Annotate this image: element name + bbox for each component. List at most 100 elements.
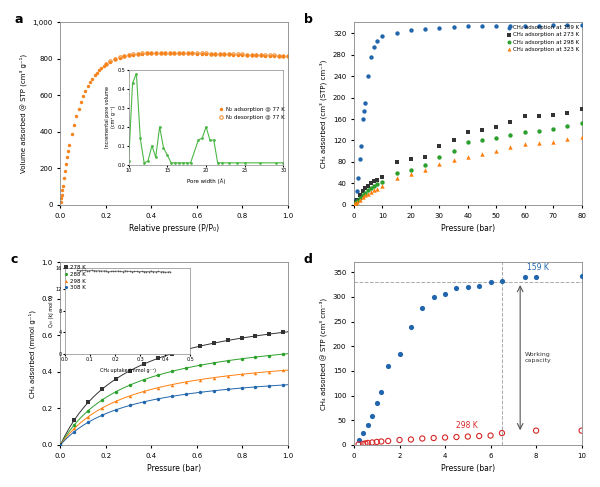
298 K — [154, 385, 161, 391]
CH₄ adsorption at 323 K — [406, 170, 416, 178]
278 K — [57, 442, 64, 448]
CH₄ adsorption at 323 K — [364, 190, 373, 198]
CH₄ adsorption at 323 K — [491, 148, 501, 155]
CH₄ adsorption at 273 K — [364, 182, 373, 189]
CH₄ adsorption at 323 K — [434, 160, 444, 168]
CH₄ adsorption at 298 K — [352, 197, 362, 205]
159 K — [440, 291, 450, 299]
CH₄ adsorption at 298 K — [361, 188, 370, 196]
159 K — [452, 284, 461, 292]
CH₄ adsorption at 159 K — [548, 21, 558, 29]
CH₄ adsorption at 298 K — [377, 178, 387, 186]
CH₄ adsorption at 323 K — [534, 139, 544, 147]
CH₄ adsorption at 273 K — [449, 136, 458, 144]
288 K — [168, 369, 175, 375]
X-axis label: Pressure (bar): Pressure (bar) — [147, 464, 201, 473]
308 K — [266, 383, 273, 389]
N₂ desorption @ 77 K — [257, 52, 264, 58]
CH₄ adsorption at 273 K — [361, 185, 370, 192]
298 K — [463, 432, 473, 440]
N₂ desorption @ 77 K — [139, 50, 146, 56]
159 K — [383, 362, 393, 370]
298 K — [452, 433, 461, 441]
CH₄ adsorption at 323 K — [563, 135, 572, 143]
CH₄ adsorption at 273 K — [477, 126, 487, 133]
298 K — [475, 432, 484, 440]
298 K — [406, 435, 416, 443]
308 K — [168, 393, 175, 399]
N₂ adsorption @ 77 K — [66, 142, 73, 148]
N₂ adsorption @ 77 K — [266, 53, 274, 58]
278 K — [210, 340, 217, 346]
Legend: CH₄ adsorption at 159 K, CH₄ adsorption at 273 K, CH₄ adsorption at 298 K, CH₄ a: CH₄ adsorption at 159 K, CH₄ adsorption … — [506, 25, 579, 52]
298 K — [395, 436, 404, 444]
278 K — [252, 333, 259, 339]
CH₄ adsorption at 298 K — [520, 129, 530, 136]
159 K — [395, 350, 404, 357]
298 K — [280, 368, 287, 374]
N₂ desorption @ 77 K — [244, 52, 251, 57]
Y-axis label: CH₄ adsorbed @ STP (cm³ cm⁻³): CH₄ adsorbed @ STP (cm³ cm⁻³) — [320, 298, 328, 410]
N₂ adsorption @ 77 K — [57, 199, 64, 205]
159 K — [475, 281, 484, 289]
Legend: 278 K, 288 K, 298 K, 308 K: 278 K, 288 K, 298 K, 308 K — [63, 265, 86, 290]
CH₄ adsorption at 159 K — [352, 187, 362, 195]
CH₄ adsorption at 273 K — [350, 199, 359, 207]
CH₄ adsorption at 323 K — [520, 140, 530, 148]
N₂ desorption @ 77 K — [280, 53, 287, 58]
CH₄ adsorption at 323 K — [449, 156, 458, 164]
CH₄ adsorption at 273 K — [352, 196, 362, 204]
N₂ desorption @ 77 K — [207, 51, 214, 56]
298 K — [377, 437, 386, 445]
159 K — [363, 421, 373, 429]
CH₄ adsorption at 323 K — [361, 191, 370, 199]
CH₄ adsorption at 323 K — [350, 199, 360, 207]
CH₄ adsorption at 159 K — [355, 155, 364, 163]
N₂ desorption @ 77 K — [230, 51, 237, 57]
CH₄ adsorption at 273 K — [506, 118, 515, 126]
298 K — [440, 433, 450, 441]
CH₄ adsorption at 159 K — [364, 72, 373, 80]
298 K — [358, 440, 368, 448]
159 K — [358, 429, 368, 436]
CH₄ adsorption at 159 K — [434, 24, 444, 32]
CH₄ adsorption at 323 K — [577, 133, 586, 141]
CH₄ adsorption at 298 K — [369, 182, 379, 190]
CH₄ adsorption at 323 K — [377, 182, 387, 190]
N₂ desorption @ 77 K — [103, 61, 110, 67]
288 K — [71, 422, 78, 428]
159 K — [531, 273, 541, 281]
X-axis label: Pressure (bar): Pressure (bar) — [441, 464, 495, 473]
CH₄ adsorption at 273 K — [392, 158, 401, 166]
N₂ desorption @ 77 K — [221, 51, 228, 57]
N₂ desorption @ 77 K — [143, 50, 151, 56]
278 K — [238, 335, 245, 341]
298 K — [354, 441, 364, 449]
CH₄ adsorption at 159 K — [350, 200, 359, 208]
N₂ desorption @ 77 K — [121, 53, 128, 59]
CH₄ adsorption at 273 K — [377, 173, 387, 181]
N₂ desorption @ 77 K — [107, 58, 114, 64]
N₂ desorption @ 77 K — [157, 50, 164, 56]
278 K — [168, 351, 175, 356]
298 K — [372, 438, 382, 446]
N₂ desorption @ 77 K — [284, 53, 292, 59]
CH₄ adsorption at 273 K — [434, 142, 444, 150]
N₂ desorption @ 77 K — [198, 50, 205, 56]
278 K — [127, 368, 134, 374]
308 K — [113, 407, 120, 412]
298 K — [531, 427, 541, 434]
N₂ adsorption @ 77 K — [216, 51, 223, 57]
CH₄ adsorption at 323 K — [463, 153, 473, 161]
CH₄ adsorption at 298 K — [366, 185, 376, 192]
288 K — [140, 377, 148, 383]
159 K — [372, 399, 382, 407]
CH₄ adsorption at 273 K — [406, 155, 416, 163]
298 K — [363, 439, 373, 447]
N₂ desorption @ 77 K — [189, 50, 196, 56]
CH₄ adsorption at 273 K — [563, 109, 572, 116]
CH₄ adsorption at 159 K — [520, 22, 530, 30]
CH₄ adsorption at 273 K — [369, 177, 379, 185]
N₂ desorption @ 77 K — [148, 50, 155, 56]
308 K — [57, 442, 64, 448]
